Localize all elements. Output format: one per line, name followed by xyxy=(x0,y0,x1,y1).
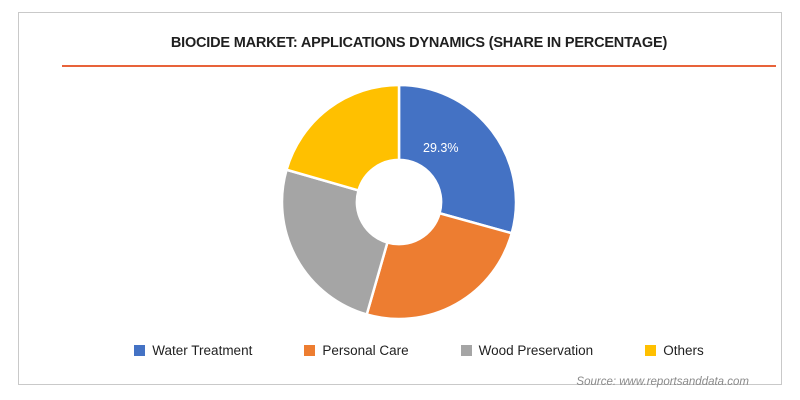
page-title: BIOCIDE MARKET: APPLICATIONS DYNAMICS (S… xyxy=(170,35,668,51)
legend-item-label: Others xyxy=(663,343,704,358)
legend-item-label: Water Treatment xyxy=(152,343,253,358)
title-divider xyxy=(62,65,776,67)
legend-item-label: Wood Preservation xyxy=(478,343,594,358)
legend-swatch-icon xyxy=(645,345,657,356)
donut-slice[interactable] xyxy=(365,212,513,321)
legend-swatch-icon xyxy=(460,345,472,356)
legend-swatch-icon xyxy=(304,345,316,356)
donut-slice[interactable] xyxy=(397,83,518,235)
slice-data-label-water-treatment: 29.3% xyxy=(423,141,459,155)
legend-item[interactable]: Personal Care xyxy=(304,343,409,358)
legend-item-label: Personal Care xyxy=(322,343,409,358)
chart-frame: BIOCIDE MARKET: APPLICATIONS DYNAMICS (S… xyxy=(18,12,782,388)
donut-slice[interactable] xyxy=(285,83,401,192)
chart-legend: Water Treatment Personal Care Wood Preserv… xyxy=(59,343,779,358)
donut-slice[interactable] xyxy=(280,168,389,316)
donut-chart xyxy=(274,77,524,327)
source-attribution: Source: www.reportsanddata.com xyxy=(576,376,749,388)
legend-swatch-icon xyxy=(134,345,146,356)
legend-item[interactable]: Others xyxy=(645,343,704,358)
donut-svg xyxy=(280,83,518,321)
legend-item[interactable]: Water Treatment xyxy=(134,343,252,358)
legend-item[interactable]: Wood Preservation xyxy=(460,343,594,358)
donut-slice-group xyxy=(280,83,518,321)
